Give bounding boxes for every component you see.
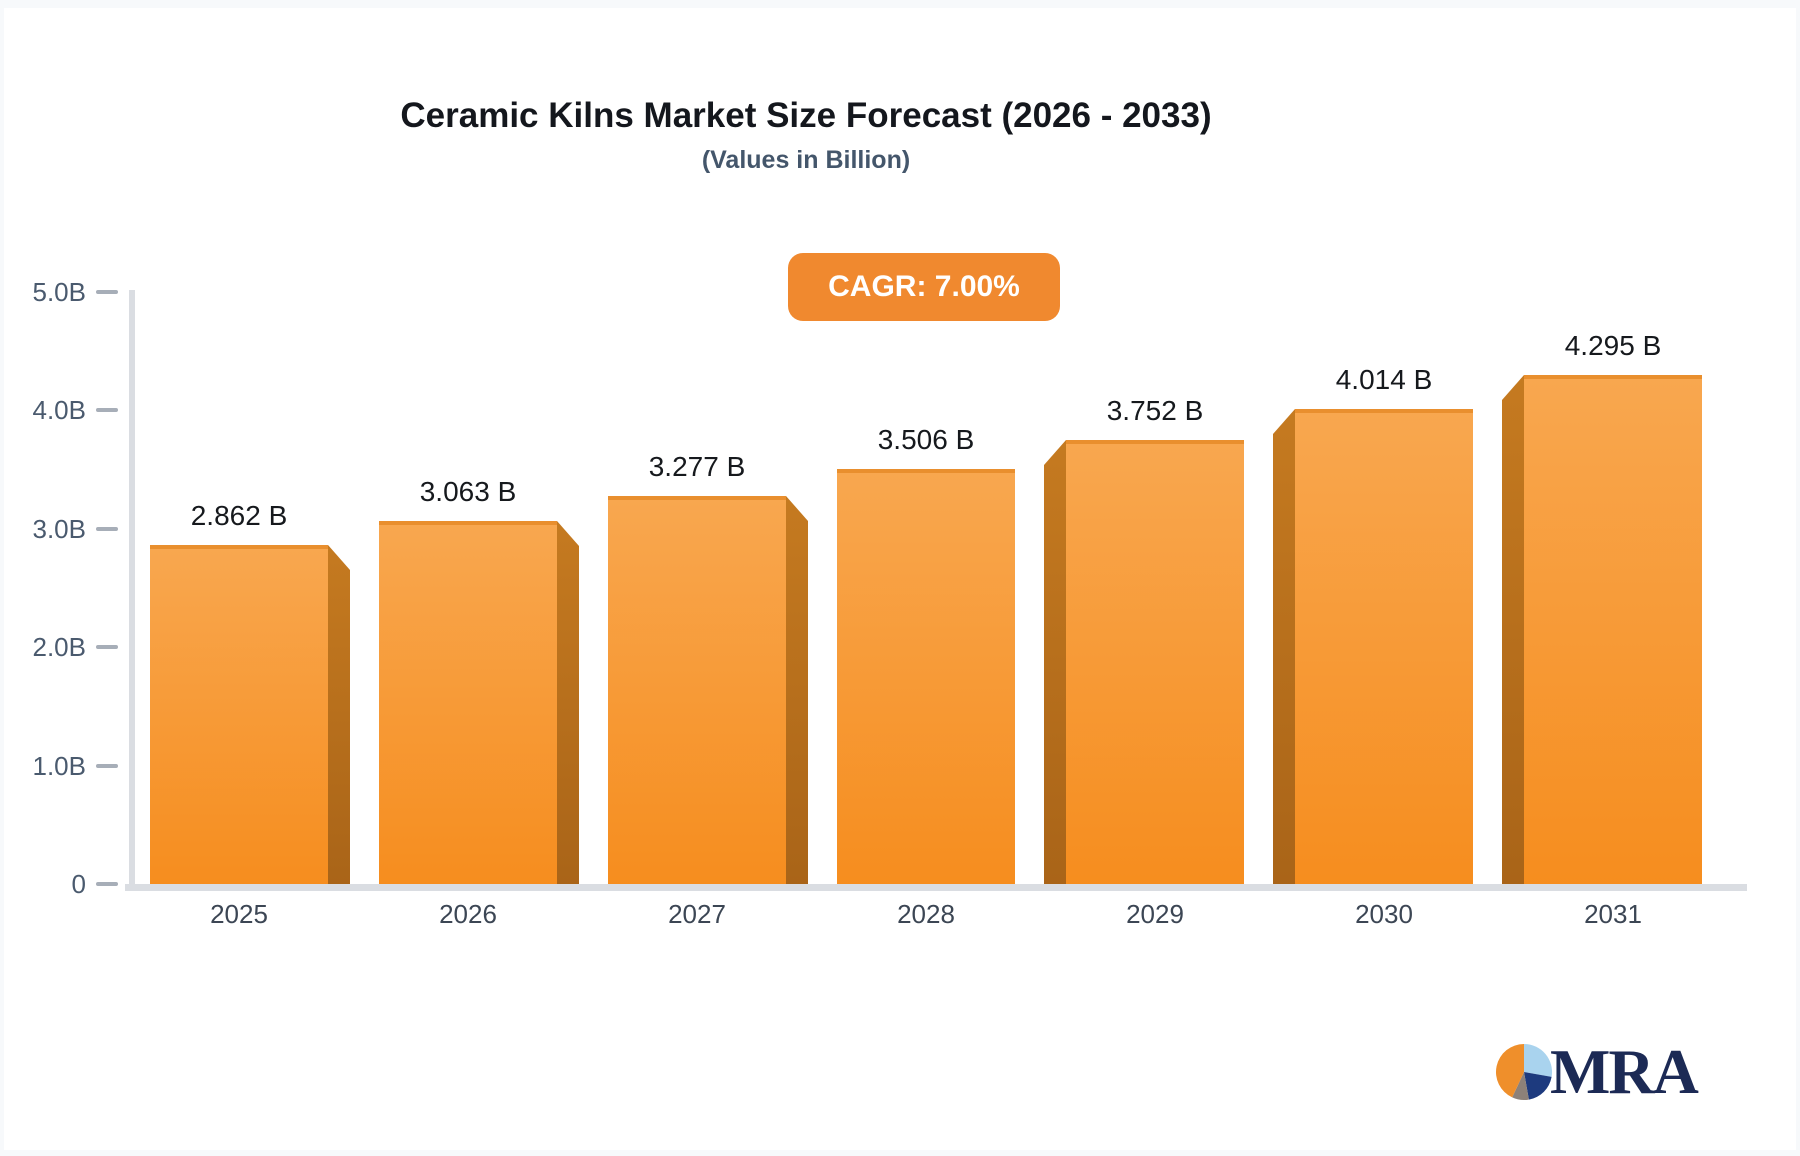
y-tick-dash <box>96 290 118 294</box>
logo-pie-slice-light-blue <box>1524 1044 1553 1077</box>
y-tick-label: 4.0B <box>32 395 87 426</box>
chart-subtitle: (Values in Billion) <box>701 146 911 174</box>
x-axis-baseline <box>125 884 1747 891</box>
bar <box>608 496 786 888</box>
bar-value-label: 2.862 B <box>190 500 288 531</box>
logo-pie-slice-navy <box>1524 1072 1552 1100</box>
chart-title: Ceramic Kilns Market Size Forecast (2026… <box>400 96 1212 135</box>
bar <box>1524 375 1702 888</box>
logo-pie-slice-gray <box>1512 1072 1529 1101</box>
bar-value-label: 4.295 B <box>1564 330 1662 361</box>
x-tick-label: 2025 <box>210 899 268 929</box>
cagr-badge: CAGR: 7.00% <box>788 253 1060 321</box>
y-tick-dash <box>96 526 118 531</box>
x-tick-label: 2031 <box>1584 899 1642 929</box>
bar-side-right <box>328 545 350 888</box>
y-tick-dash <box>96 763 118 768</box>
y-tick-dash <box>96 645 118 650</box>
bar-side-right <box>557 521 579 888</box>
x-tick-label: 2026 <box>439 899 497 929</box>
y-tick-label: 0 <box>71 869 86 899</box>
bar-value-label: 3.752 B <box>1106 395 1204 426</box>
y-tick-label: 2.0B <box>32 632 87 663</box>
y-tick-dash <box>96 408 118 413</box>
bar-side-left <box>1044 440 1066 888</box>
brand-logo-text: MRA <box>1550 1036 1699 1107</box>
brand-logo: MRA <box>1495 1036 1699 1107</box>
pie-chart-logo-icon <box>1495 1044 1553 1101</box>
bar-side-left <box>1502 375 1524 888</box>
bar <box>837 469 1015 888</box>
x-tick-label: 2029 <box>1126 899 1184 929</box>
x-tick-label: 2027 <box>668 899 726 929</box>
bar-value-label: 3.063 B <box>419 476 517 507</box>
bar <box>1295 409 1473 888</box>
y-tick-label: 5.0B <box>32 277 87 307</box>
bar-value-label: 3.506 B <box>877 424 975 455</box>
x-tick-label: 2028 <box>897 899 955 929</box>
bar <box>1066 440 1244 888</box>
y-tick-label: 3.0B <box>32 513 87 544</box>
bar-value-label: 3.277 B <box>648 451 746 482</box>
bar-side-left <box>1273 409 1295 888</box>
bar-value-label: 4.014 B <box>1335 364 1433 395</box>
bar <box>150 545 328 888</box>
bar <box>379 521 557 888</box>
x-tick-label: 2030 <box>1355 899 1413 929</box>
logo-pie-slice-orange <box>1495 1044 1524 1098</box>
y-tick-dash <box>96 882 118 886</box>
y-tick-label: 1.0B <box>32 750 87 781</box>
bar-side-right <box>786 496 808 888</box>
y-axis-line <box>129 290 135 891</box>
